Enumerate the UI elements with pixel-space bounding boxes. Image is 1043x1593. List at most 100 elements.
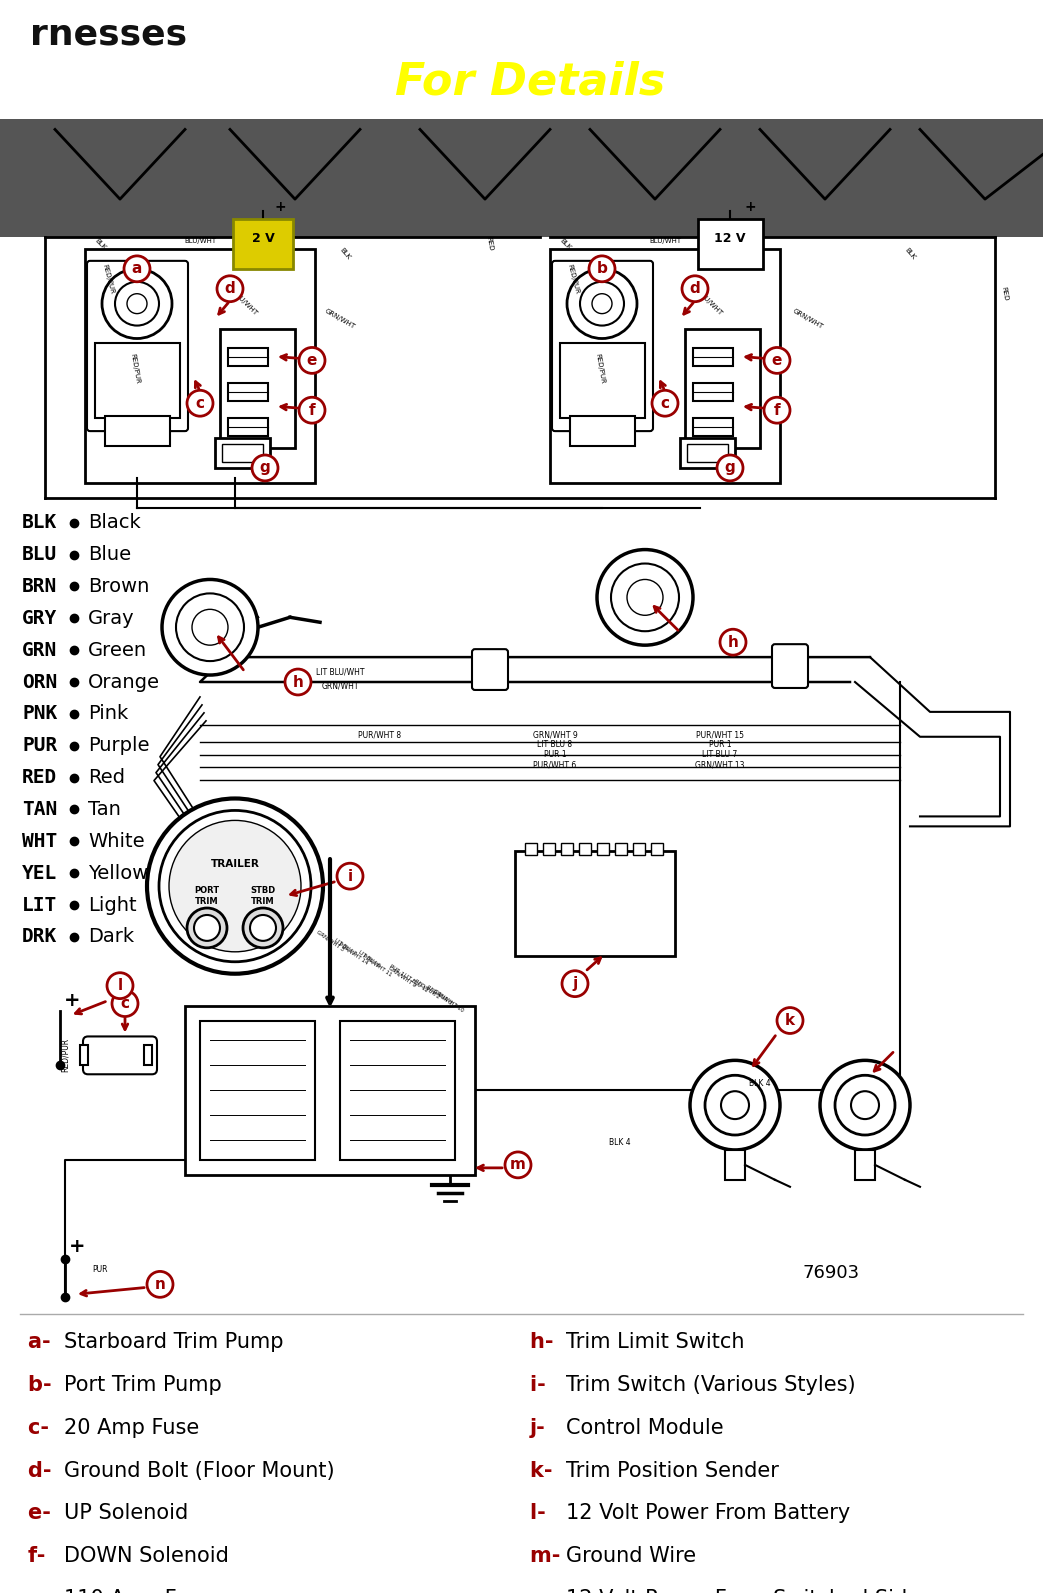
Text: DOWN Solenoid: DOWN Solenoid [64, 1547, 228, 1566]
Text: d: d [689, 282, 701, 296]
Text: 110 Amp Fuse: 110 Amp Fuse [64, 1590, 213, 1593]
FancyBboxPatch shape [83, 1037, 157, 1074]
Text: BLU: BLU [22, 545, 57, 564]
Circle shape [682, 276, 708, 301]
Circle shape [107, 973, 134, 999]
Text: LIT BLU 7: LIT BLU 7 [334, 938, 357, 956]
Bar [200, 1021, 315, 1160]
Circle shape [187, 390, 213, 416]
Circle shape [124, 256, 150, 282]
Text: l-: l- [530, 1504, 553, 1523]
Bar [80, 1045, 88, 1066]
Circle shape [217, 276, 243, 301]
Bar [560, 344, 645, 417]
Text: BLK: BLK [339, 247, 351, 261]
Text: Orange: Orange [88, 672, 160, 691]
Bar [215, 438, 270, 468]
Text: 2 V: 2 V [251, 233, 274, 245]
Text: BLU/WHT: BLU/WHT [232, 290, 259, 317]
Text: RED: RED [22, 768, 57, 787]
Bar [597, 843, 609, 855]
Text: PUR: PUR [22, 736, 57, 755]
Text: h: h [293, 674, 304, 690]
Text: c: c [121, 996, 129, 1012]
Text: LIT BLU 6: LIT BLU 6 [358, 949, 381, 969]
FancyBboxPatch shape [472, 648, 508, 690]
Text: GRN/WHT 13: GRN/WHT 13 [696, 760, 745, 769]
Circle shape [337, 863, 363, 889]
Text: WHT: WHT [22, 832, 57, 851]
Text: Black: Black [88, 513, 141, 532]
Text: PUR 1: PUR 1 [543, 750, 566, 760]
Circle shape [562, 970, 588, 997]
Text: RED/PUR: RED/PUR [101, 263, 115, 295]
Bar [687, 444, 728, 462]
Text: i-: i- [530, 1375, 553, 1395]
Text: GRN/WHT 9: GRN/WHT 9 [533, 730, 578, 739]
Text: Yellow: Yellow [88, 863, 148, 883]
Text: TRAILER: TRAILER [211, 859, 260, 870]
Text: GRN/WHT: GRN/WHT [323, 307, 357, 330]
Text: b-: b- [28, 1375, 58, 1395]
Text: BLK: BLK [22, 513, 57, 532]
Text: g-: g- [28, 1590, 58, 1593]
Text: UP Solenoid: UP Solenoid [64, 1504, 188, 1523]
Text: Port Trim Pump: Port Trim Pump [64, 1375, 222, 1395]
Text: h: h [728, 634, 738, 650]
Text: Dark: Dark [88, 927, 135, 946]
Bar [228, 349, 268, 366]
Circle shape [589, 256, 615, 282]
Bar [525, 843, 537, 855]
Circle shape [851, 1091, 879, 1118]
Bar [571, 416, 635, 446]
Text: +: + [745, 201, 756, 213]
Bar [693, 417, 733, 436]
Text: Control Module: Control Module [566, 1418, 724, 1438]
Text: TAN: TAN [22, 800, 57, 819]
Circle shape [777, 1007, 803, 1034]
Text: j-: j- [530, 1418, 553, 1438]
Circle shape [580, 282, 624, 325]
Text: Light: Light [88, 895, 137, 914]
Text: PUR: PUR [92, 1265, 107, 1274]
Text: GRY: GRY [22, 609, 57, 628]
Text: PUR/WHT 15: PUR/WHT 15 [696, 730, 744, 739]
Bar [228, 417, 268, 436]
Text: BLK 4: BLK 4 [609, 1139, 631, 1147]
FancyBboxPatch shape [87, 261, 188, 432]
Circle shape [765, 347, 790, 373]
Circle shape [162, 580, 258, 675]
Circle shape [299, 347, 325, 373]
Circle shape [567, 269, 637, 338]
Text: LIT BLU/WHT: LIT BLU/WHT [316, 667, 364, 677]
Text: m-: m- [530, 1547, 567, 1566]
Bar [693, 349, 733, 366]
Bar [84, 249, 315, 483]
Text: b: b [597, 261, 607, 276]
Circle shape [627, 580, 663, 615]
Text: RED/PUR: RED/PUR [60, 1039, 70, 1072]
Text: f: f [774, 403, 780, 417]
Bar [0, 119, 1043, 237]
Text: n-: n- [530, 1590, 561, 1593]
Circle shape [115, 282, 159, 325]
Bar [222, 444, 263, 462]
Text: Pink: Pink [88, 704, 128, 723]
Circle shape [690, 1061, 780, 1150]
Bar [515, 851, 675, 956]
Text: BLK: BLK [93, 237, 106, 250]
Bar [233, 218, 293, 269]
Bar [185, 1005, 475, 1176]
Text: Starboard Trim Pump: Starboard Trim Pump [64, 1332, 284, 1352]
Text: RED/PUR: RED/PUR [566, 263, 580, 295]
Text: BLK: BLK [903, 247, 917, 261]
Bar [693, 384, 733, 401]
Bar [144, 1045, 152, 1066]
Text: Trim Switch (Various Styles): Trim Switch (Various Styles) [566, 1375, 855, 1395]
Text: PUR/WHT 8: PUR/WHT 8 [359, 730, 402, 739]
Text: Red: Red [88, 768, 125, 787]
Text: PORT
TRIM: PORT TRIM [194, 886, 220, 906]
Circle shape [717, 456, 743, 481]
Circle shape [127, 293, 147, 314]
FancyBboxPatch shape [552, 261, 653, 432]
